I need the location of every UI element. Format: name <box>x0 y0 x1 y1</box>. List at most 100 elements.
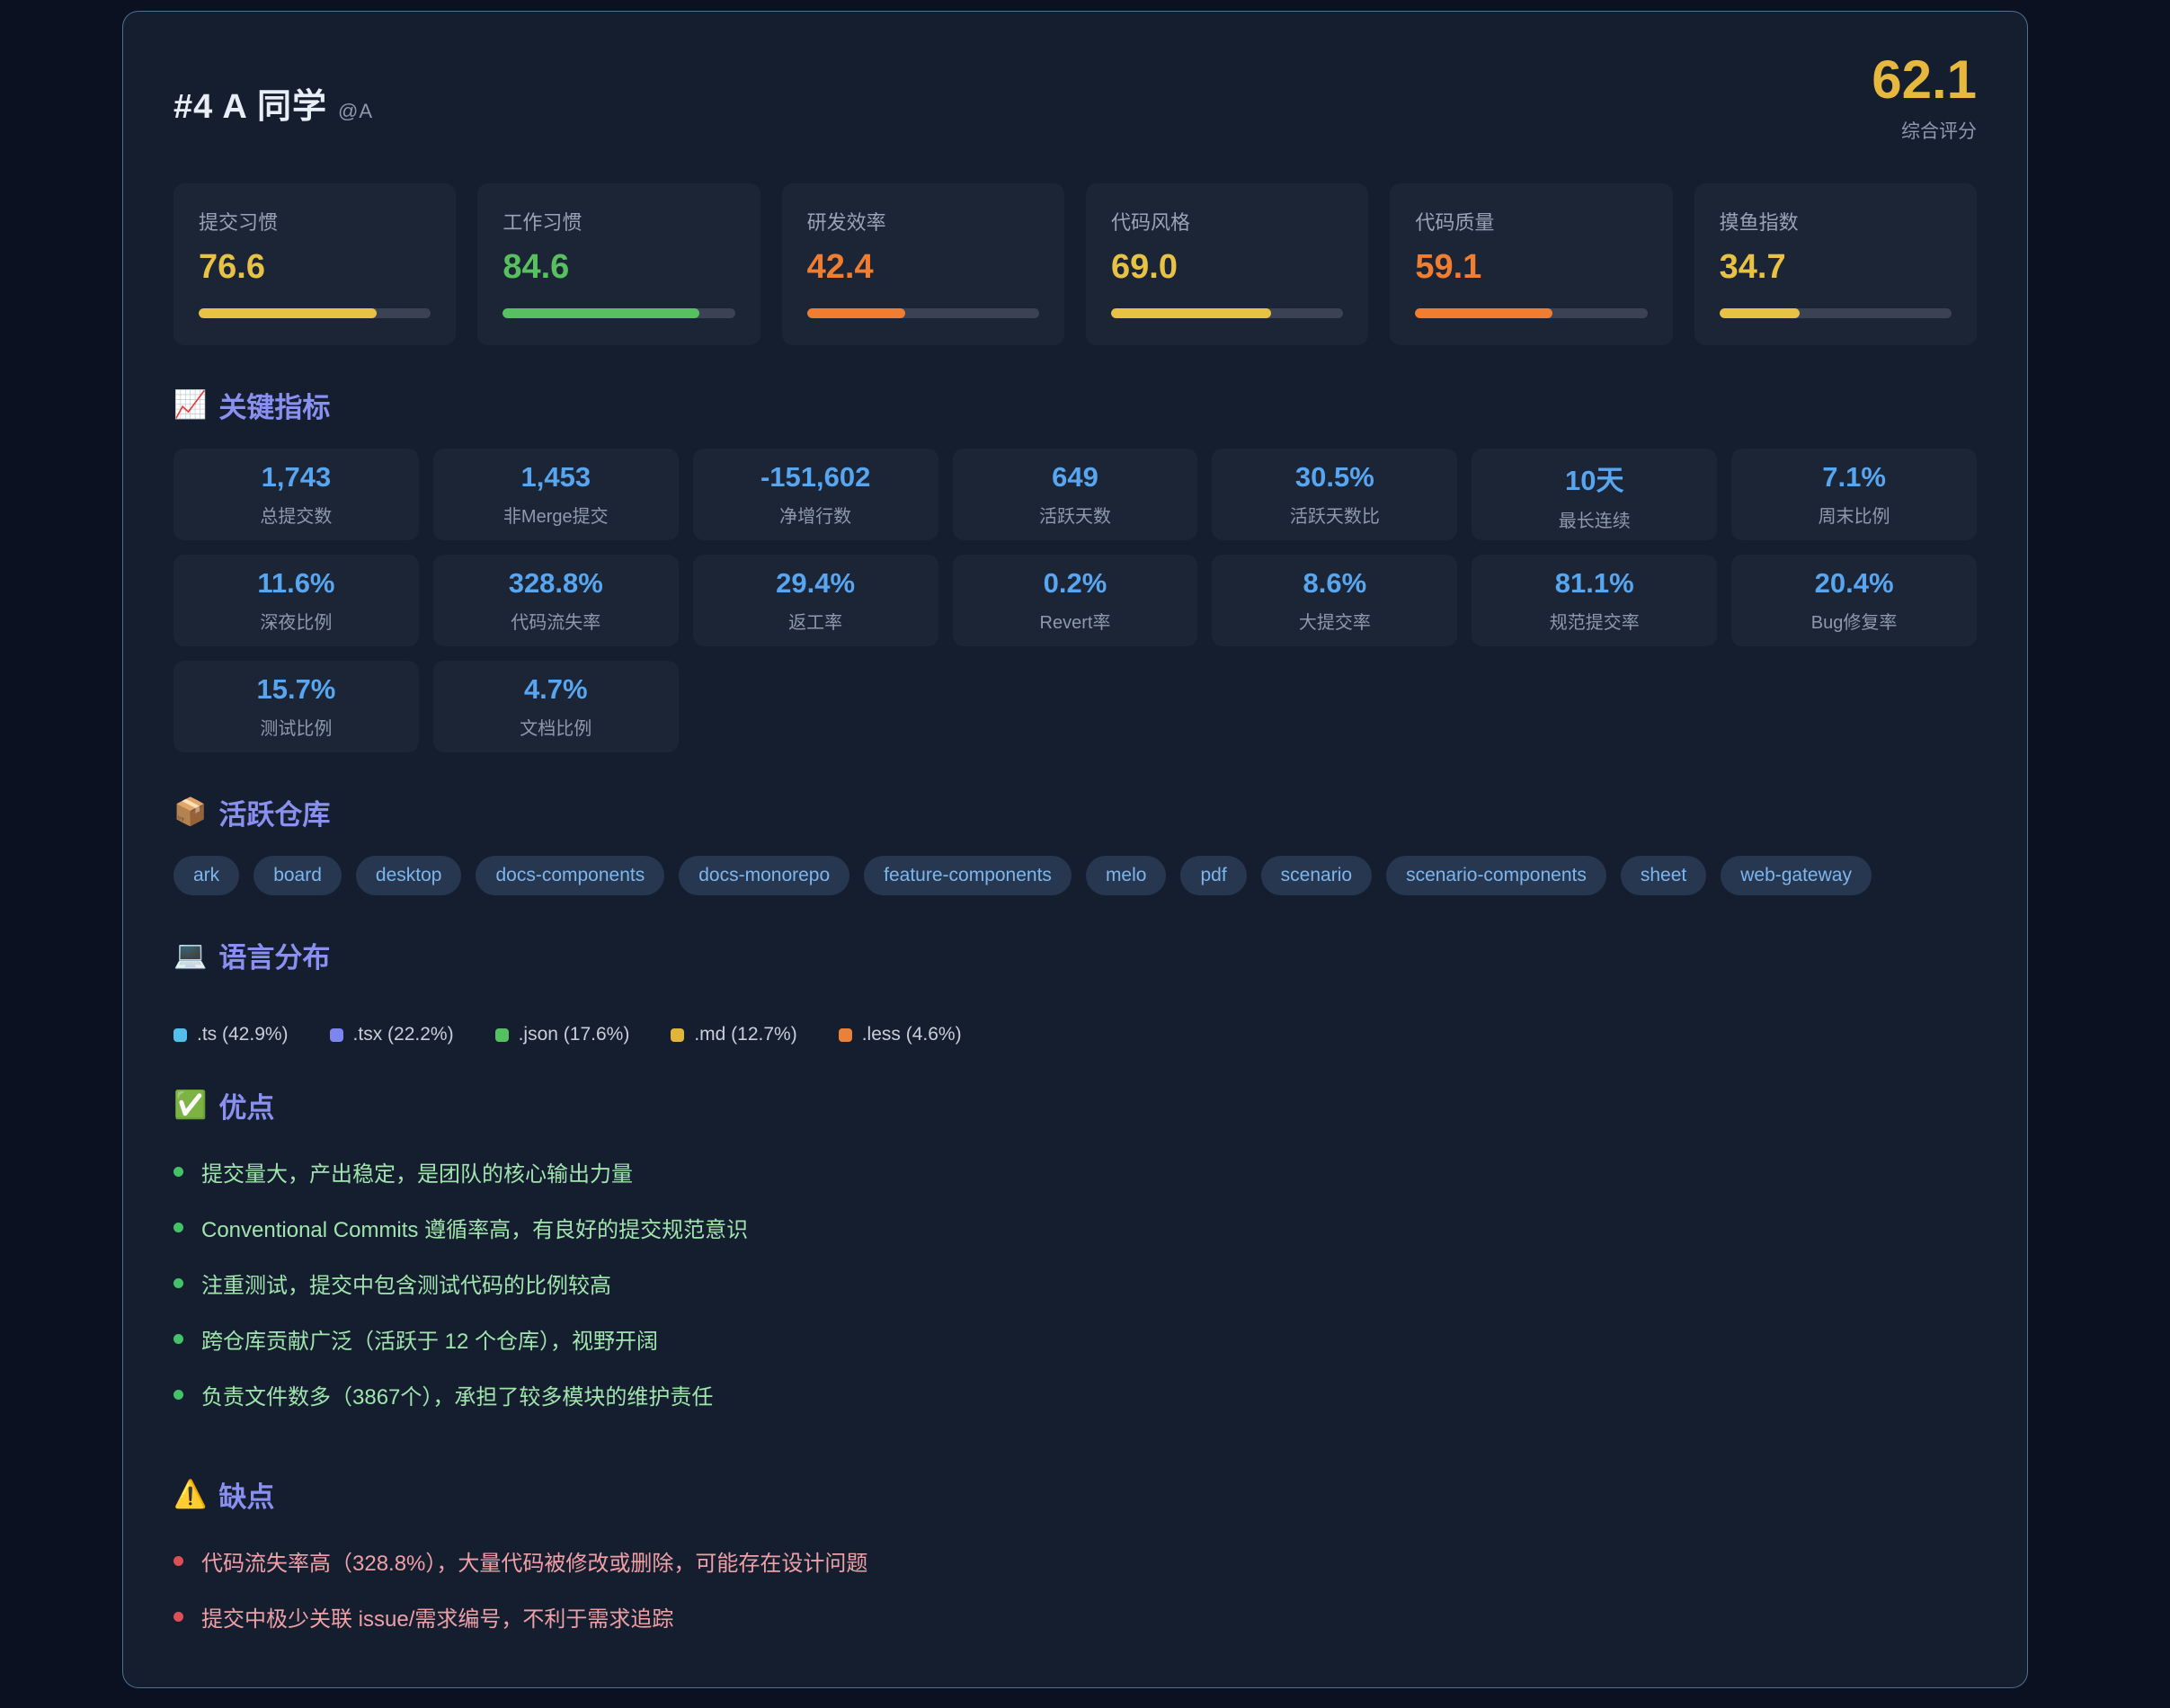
section-header-languages: 💻 语言分布 <box>173 935 1977 975</box>
metric-label: 文档比例 <box>520 719 592 739</box>
dimension-label: 提交习惯 <box>199 211 279 234</box>
legend-label: .tsx (22.2%) <box>352 1024 454 1045</box>
metric-label: 总提交数 <box>260 507 333 527</box>
metric-label: Revert率 <box>1039 613 1111 633</box>
weaknesses-list: 代码流失率高（328.8%），大量代码被修改或删除，可能存在设计问题 提交中极少… <box>173 1545 1977 1657</box>
repo-tag[interactable]: scenario-components <box>1386 856 1606 895</box>
language-legend-item: .tsx (22.2%) <box>329 1024 454 1045</box>
strength-item: 跨仓库贡献广泛（活跃于 12 个仓库），视野开阔 <box>173 1323 1977 1355</box>
legend-label: .json (17.6%) <box>518 1024 630 1045</box>
language-legend-item: .less (4.6%) <box>838 1024 962 1045</box>
section-header-repos: 📦 活跃仓库 <box>173 792 1977 832</box>
section-header-weaknesses: ⚠️ 缺点 <box>173 1474 1977 1515</box>
metric-value: 328.8% <box>508 567 603 599</box>
repo-tag[interactable]: sheet <box>1620 856 1707 895</box>
repo-tag[interactable]: scenario <box>1260 856 1373 895</box>
strength-item: 负责文件数多（3867个），承担了较多模块的维护责任 <box>173 1379 1977 1410</box>
repo-tag[interactable]: feature-components <box>864 856 1072 895</box>
overall-score-block: 62.1 综合评分 <box>1872 51 1977 144</box>
metric-card: 0.2% Revert率 <box>952 555 1198 646</box>
section-title-weaknesses: 缺点 <box>218 1481 275 1513</box>
section-header-strengths: ✅ 优点 <box>173 1085 1977 1125</box>
repo-tag[interactable]: pdf <box>1180 856 1247 895</box>
dimension-progress-track <box>1111 308 1344 318</box>
repo-tag-list: ark board desktop docs-components docs-m… <box>173 856 1977 895</box>
dimension-progress-track <box>806 308 1039 318</box>
metric-label: 周末比例 <box>1818 507 1890 527</box>
repo-tag[interactable]: melo <box>1085 856 1167 895</box>
dimension-progress-fill <box>502 308 699 318</box>
strength-text: 注重测试，提交中包含测试代码的比例较高 <box>201 1274 611 1298</box>
metric-card: 15.7% 测试比例 <box>173 661 419 752</box>
section-header-metrics: 📈 关键指标 <box>173 385 1977 425</box>
repo-tag[interactable]: web-gateway <box>1721 856 1872 895</box>
repo-tag[interactable]: board <box>253 856 342 895</box>
dimension-card: 研发效率 42.4 <box>781 183 1064 345</box>
bullet-dot-icon <box>173 1167 183 1177</box>
repo-tag[interactable]: ark <box>173 856 240 895</box>
metric-card: -151,602 净增行数 <box>692 449 938 540</box>
section-title-repos: 活跃仓库 <box>218 799 331 831</box>
language-legend-item: .json (17.6%) <box>494 1024 630 1045</box>
weakness-item: 代码流失率高（328.8%），大量代码被修改或删除，可能存在设计问题 <box>173 1545 1977 1577</box>
dimension-value: 84.6 <box>502 248 570 286</box>
bullet-dot-icon <box>173 1334 183 1344</box>
metric-label: 返工率 <box>788 613 843 633</box>
metric-value: 0.2% <box>1043 567 1107 599</box>
metric-label: 最长连续 <box>1558 511 1631 531</box>
developer-report-card: #4 A 同学 @A 62.1 综合评分 提交习惯 76.6 工作习惯 84.6 <box>122 11 2028 1688</box>
dimension-progress-track <box>1415 308 1648 318</box>
strength-text: 负责文件数多（3867个），承担了较多模块的维护责任 <box>201 1385 714 1410</box>
dimension-progress-fill <box>1415 308 1552 318</box>
language-legend-item: .md (12.7%) <box>671 1024 797 1045</box>
metric-label: 大提交率 <box>1298 613 1371 633</box>
metric-value: 20.4% <box>1814 567 1894 599</box>
metric-label: 规范提交率 <box>1549 613 1640 633</box>
metric-label: 深夜比例 <box>260 613 333 633</box>
metric-value: 29.4% <box>776 567 856 599</box>
metric-value: 15.7% <box>256 673 336 705</box>
metric-value: 10天 <box>1564 464 1624 496</box>
metric-label: 非Merge提交 <box>502 507 609 527</box>
strength-item: 注重测试，提交中包含测试代码的比例较高 <box>173 1268 1977 1299</box>
strength-text: 跨仓库贡献广泛（活跃于 12 个仓库），视野开阔 <box>201 1330 659 1354</box>
user-handle: @A <box>338 100 374 122</box>
legend-label: .ts (42.9%) <box>197 1024 289 1045</box>
legend-color-swatch <box>838 1027 852 1042</box>
metric-value: -151,602 <box>760 461 871 493</box>
language-legend: .ts (42.9%) .tsx (22.2%) .json (17.6%) .… <box>173 1024 1977 1045</box>
overall-score-label: 综合评分 <box>1901 121 1977 142</box>
dimension-card: 代码风格 69.0 <box>1086 183 1369 345</box>
key-metric-grid: 1,743 总提交数 1,453 非Merge提交 -151,602 净增行数 … <box>173 449 1977 752</box>
metric-card: 10天 最长连续 <box>1472 449 1718 540</box>
repo-tag[interactable]: docs-components <box>476 856 665 895</box>
bullet-dot-icon <box>173 1223 183 1232</box>
metric-value: 4.7% <box>523 673 588 705</box>
dimension-score-grid: 提交习惯 76.6 工作习惯 84.6 研发效率 42.4 <box>173 183 1977 345</box>
strength-text: 提交量大，产出稳定，是团队的核心输出力量 <box>201 1162 633 1187</box>
metric-value: 1,453 <box>520 461 591 493</box>
dimension-progress-fill <box>199 308 377 318</box>
dimension-value: 59.1 <box>1415 248 1482 286</box>
repo-tag[interactable]: desktop <box>355 856 462 895</box>
legend-color-swatch <box>173 1027 187 1042</box>
language-legend-item: .ts (42.9%) <box>173 1024 289 1045</box>
metric-card: 29.4% 返工率 <box>692 555 938 646</box>
metric-card: 7.1% 周末比例 <box>1731 449 1977 540</box>
metric-card: 20.4% Bug修复率 <box>1731 555 1977 646</box>
metric-card: 30.5% 活跃天数比 <box>1212 449 1458 540</box>
legend-label: .less (4.6%) <box>861 1024 962 1045</box>
metric-value: 81.1% <box>1554 567 1634 599</box>
metric-label: 净增行数 <box>779 507 852 527</box>
repo-tag[interactable]: docs-monorepo <box>679 856 850 895</box>
weakness-text: 提交中极少关联 issue/需求编号，不利于需求追踪 <box>201 1607 674 1632</box>
dimension-value: 69.0 <box>1111 248 1178 286</box>
section-title-languages: 语言分布 <box>218 942 331 974</box>
metric-value: 11.6% <box>257 567 335 599</box>
bullet-dot-icon <box>173 1612 183 1622</box>
bullet-dot-icon <box>173 1278 183 1288</box>
dimension-progress-track <box>199 308 431 318</box>
weakness-item: 提交中极少关联 issue/需求编号，不利于需求追踪 <box>173 1601 1977 1632</box>
dimension-value: 34.7 <box>1719 248 1786 286</box>
legend-color-swatch <box>671 1027 685 1042</box>
